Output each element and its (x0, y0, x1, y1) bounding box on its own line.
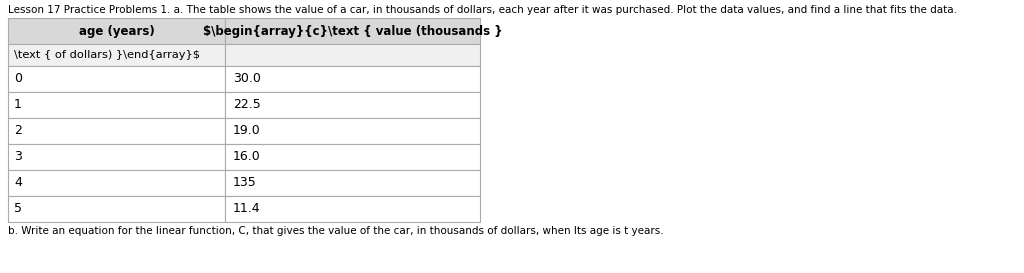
Text: 19.0: 19.0 (233, 124, 261, 138)
Text: b. Write an equation for the linear function, C, that gives the value of the car: b. Write an equation for the linear func… (8, 226, 664, 236)
Bar (8, 44, 225, 66)
Text: $\begin{array}{c}\text { value (thousands }: $\begin{array}{c}\text { value (thousand… (203, 25, 503, 37)
Text: 30.0: 30.0 (233, 73, 261, 85)
Text: 1: 1 (14, 99, 22, 111)
Bar (8, 66, 225, 92)
Bar (225, 170, 480, 196)
Text: 4: 4 (14, 177, 22, 189)
Text: \text { of dollars) }\end{array}$: \text { of dollars) }\end{array}$ (14, 50, 200, 60)
Text: 22.5: 22.5 (233, 99, 261, 111)
Bar (8, 144, 225, 170)
Bar (8, 170, 225, 196)
Text: 16.0: 16.0 (233, 150, 261, 164)
Bar (225, 66, 480, 92)
Bar (8, 196, 225, 222)
Text: Lesson 17 Practice Problems 1. a. The table shows the value of a car, in thousan: Lesson 17 Practice Problems 1. a. The ta… (8, 5, 957, 15)
Text: 135: 135 (233, 177, 257, 189)
Bar (8, 18, 225, 44)
Text: age (years): age (years) (79, 25, 155, 37)
Text: 2: 2 (14, 124, 22, 138)
Text: 5: 5 (14, 203, 22, 215)
Text: 3: 3 (14, 150, 22, 164)
Bar (225, 18, 480, 44)
Bar (225, 92, 480, 118)
Text: 0: 0 (14, 73, 22, 85)
Text: 11.4: 11.4 (233, 203, 261, 215)
Bar (8, 92, 225, 118)
Bar (8, 118, 225, 144)
Bar (225, 118, 480, 144)
Bar (225, 144, 480, 170)
Bar (225, 196, 480, 222)
Bar (225, 44, 480, 66)
